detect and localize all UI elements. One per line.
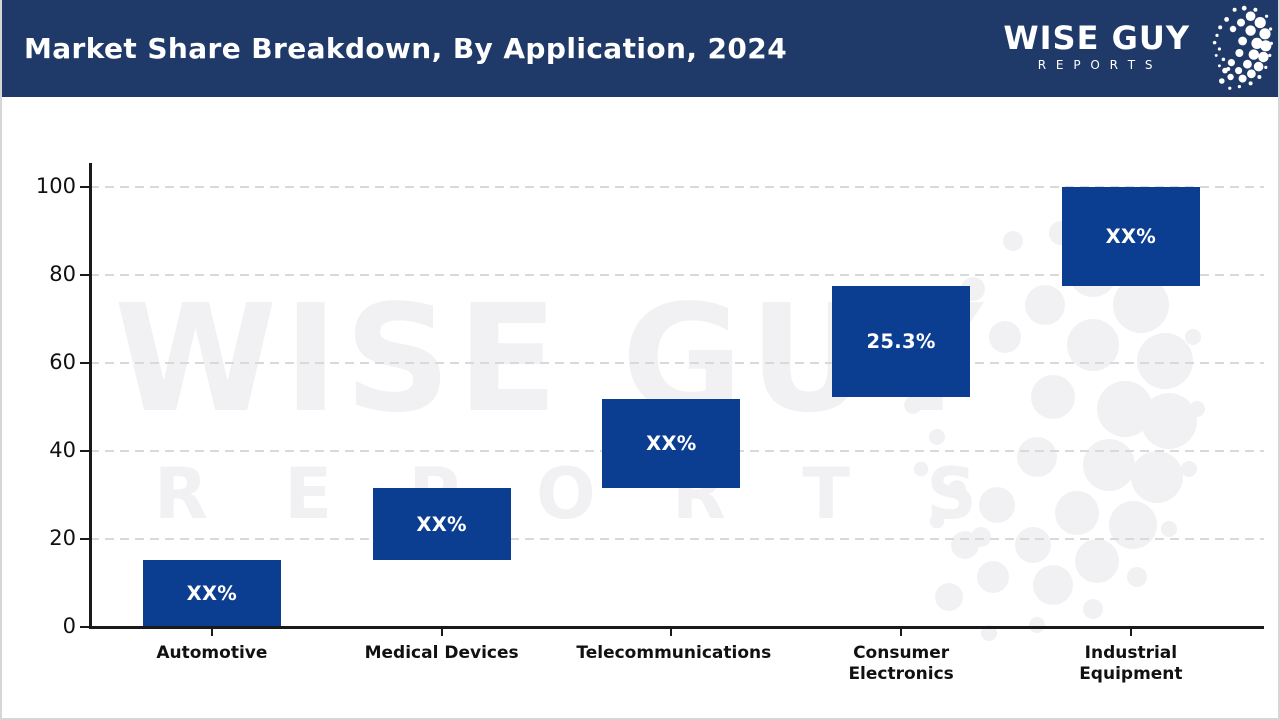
bar-value-label: 25.3% [866, 329, 936, 353]
y-axis-tick [80, 450, 89, 452]
y-axis-tick [80, 186, 89, 188]
brand-tagline: R E P O R T S [1037, 57, 1156, 72]
x-axis-tick [1129, 628, 1132, 636]
brand-logo-text: WISE GUY R E P O R T S [1003, 19, 1190, 72]
x-axis-tick [670, 628, 673, 636]
x-axis-line [89, 626, 1264, 629]
x-axis-tick [900, 628, 903, 636]
x-axis-label: Industrial Equipment [1079, 643, 1183, 685]
y-axis-tick [80, 626, 89, 628]
x-axis-label: Automotive [156, 643, 268, 663]
watermark-tagline: R E P O R T S [154, 453, 1003, 535]
y-axis-tick [80, 538, 89, 540]
bar: XX% [602, 398, 741, 488]
x-axis-tick [210, 628, 213, 636]
bar-value-label: XX% [646, 431, 697, 455]
brand-logo: WISE GUY R E P O R T S [1003, 0, 1278, 97]
bar: XX% [142, 560, 281, 627]
y-axis-label: 40 [49, 438, 76, 462]
gridline [90, 538, 1264, 540]
y-axis-label: 100 [35, 174, 76, 198]
dotted-face-logo-icon [1212, 5, 1273, 90]
x-axis-label: Medical Devices [364, 643, 519, 663]
bar: XX% [1061, 187, 1200, 286]
gridline [90, 274, 1264, 276]
y-axis-tick [80, 274, 89, 276]
y-axis-label: 0 [62, 614, 76, 638]
header-bar: Market Share Breakdown, By Application, … [2, 0, 1278, 97]
y-axis-line [89, 163, 92, 629]
page-title: Market Share Breakdown, By Application, … [24, 32, 788, 65]
bar: 25.3% [832, 285, 971, 397]
bar-value-label: XX% [1105, 224, 1157, 248]
brand-name: WISE GUY [1003, 19, 1190, 57]
gridline [90, 362, 1264, 364]
gridline [90, 186, 1264, 188]
y-axis-tick [80, 362, 89, 364]
bar: XX% [372, 487, 511, 561]
y-axis-label: 60 [49, 350, 76, 374]
chart-area: WISE GUY R E P O R T S XX% XX% XX% 25.3% XX%… [2, 97, 1278, 718]
y-axis-label: 80 [49, 262, 76, 286]
bar-value-label: XX% [416, 512, 467, 536]
x-axis-label: Telecommunications [576, 643, 772, 663]
x-axis-label: Consumer Electronics [848, 643, 954, 685]
x-axis-tick [440, 628, 443, 636]
y-axis-label: 20 [49, 526, 76, 550]
bar-value-label: XX% [186, 582, 238, 606]
